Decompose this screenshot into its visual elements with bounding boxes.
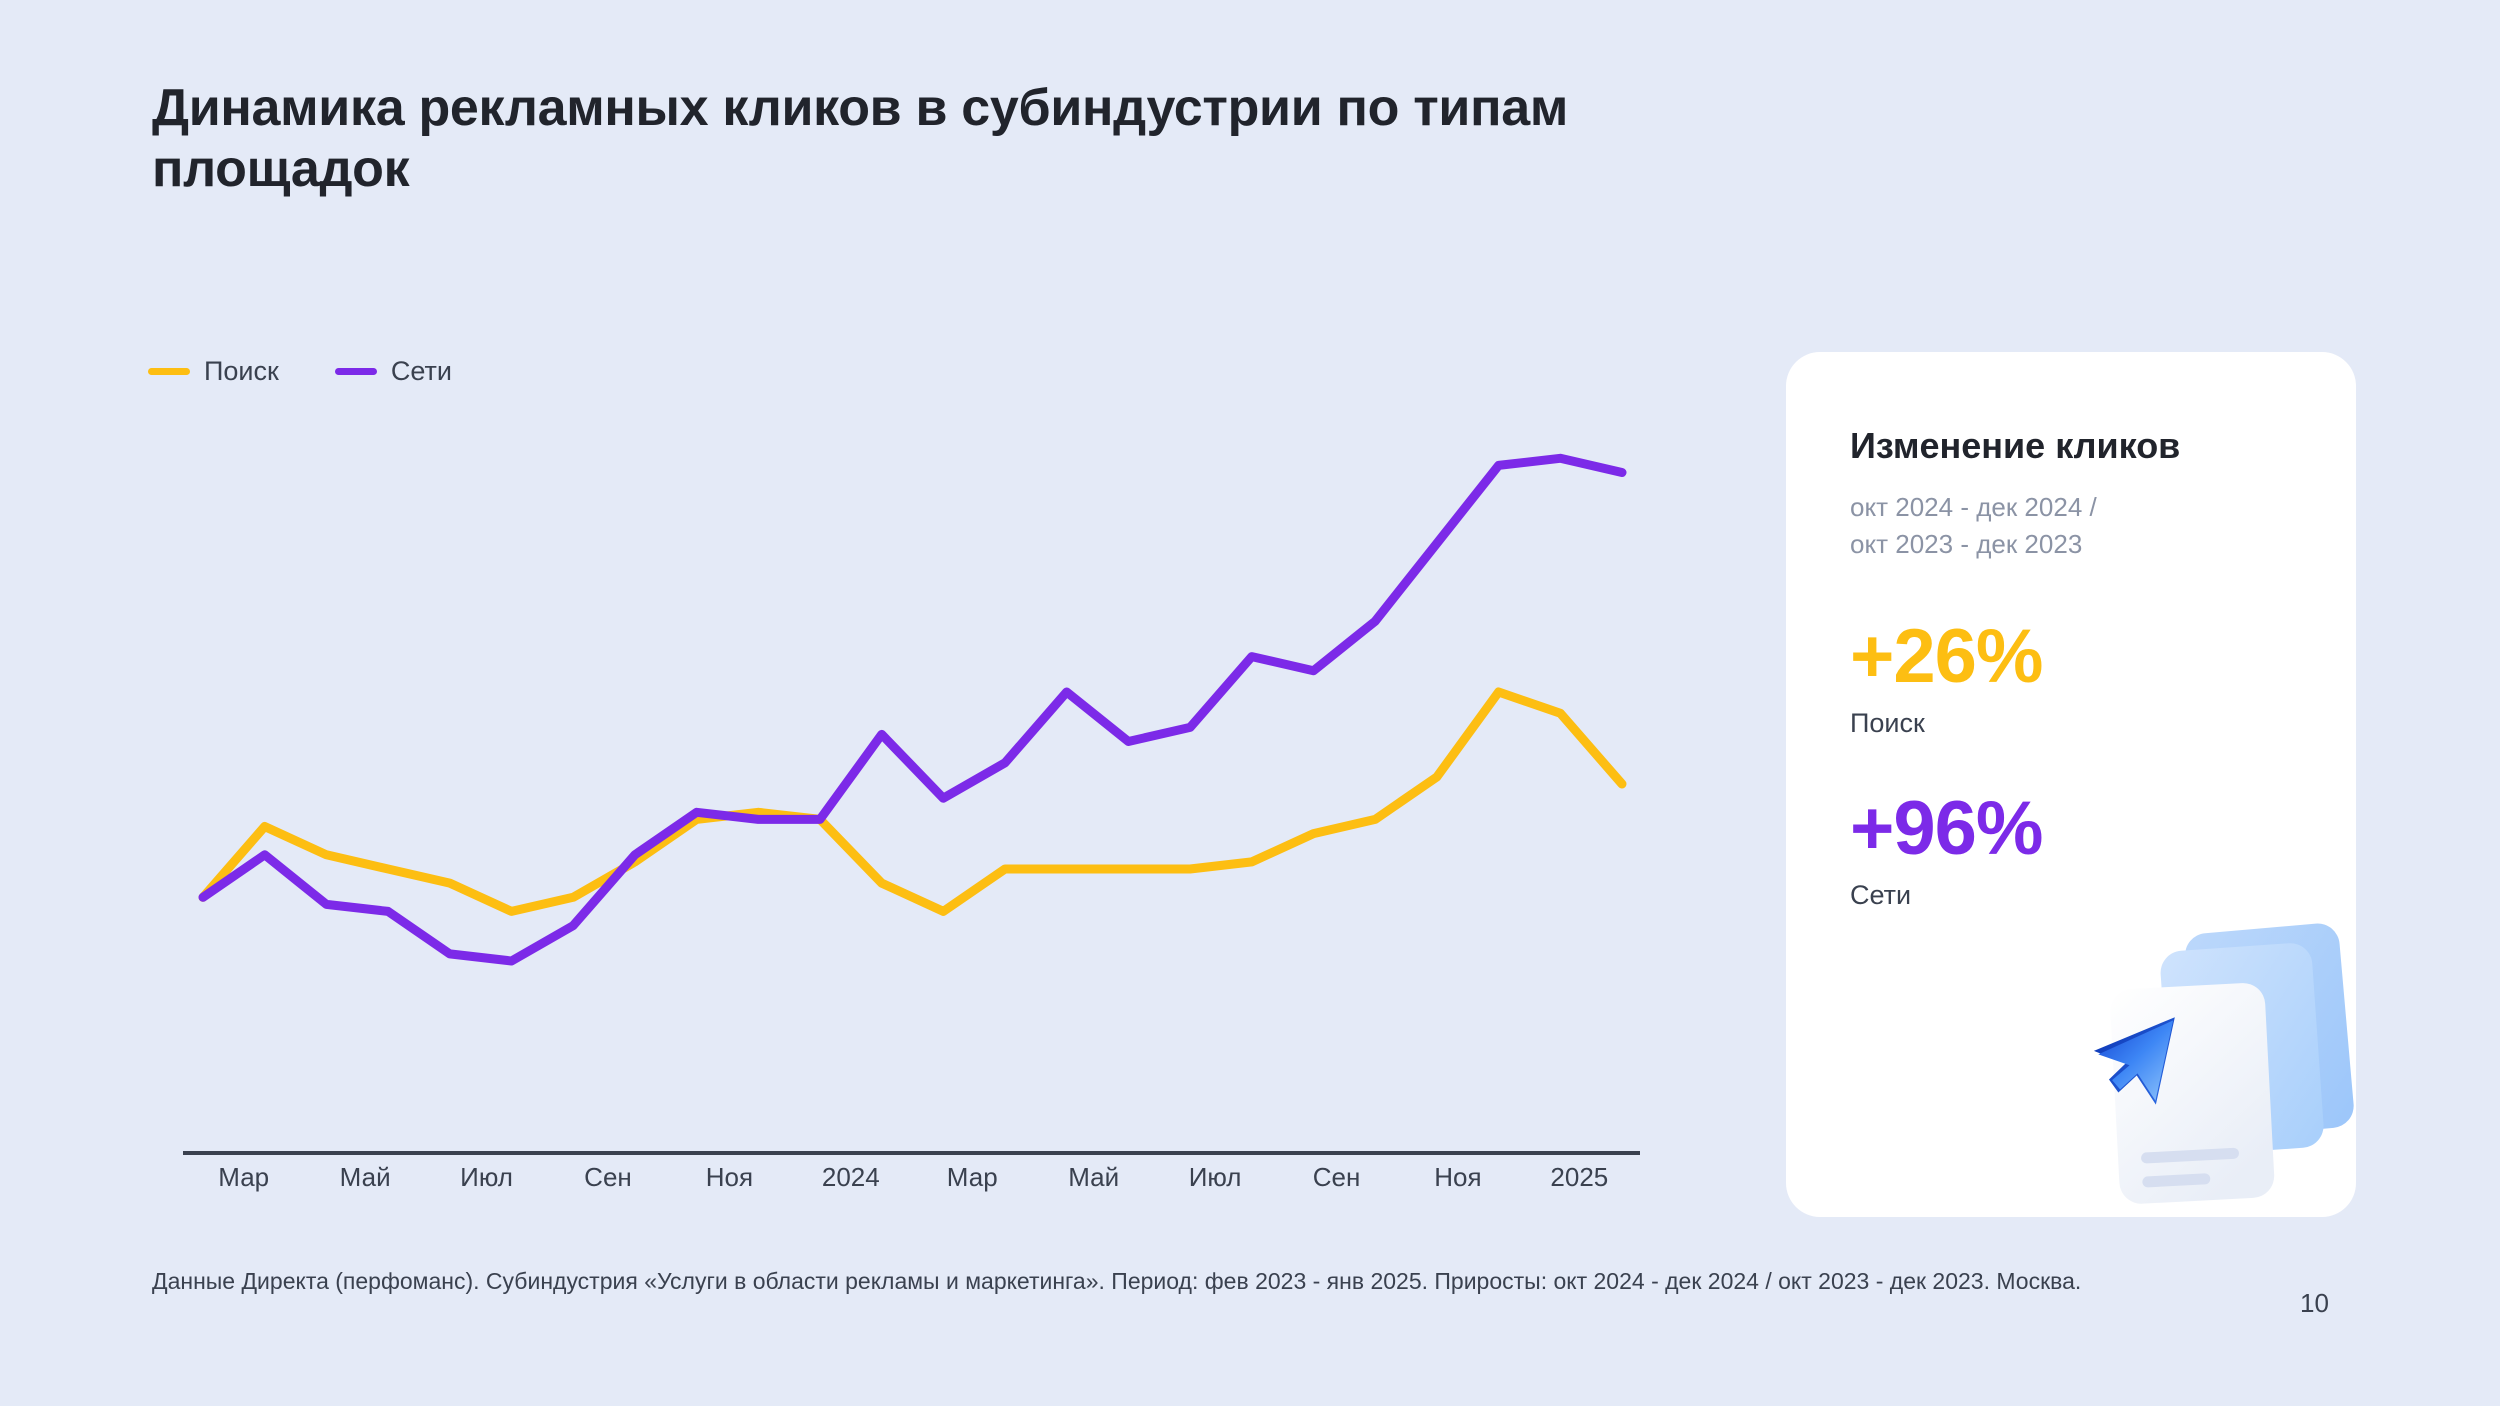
cursor-documents-illustration xyxy=(2093,923,2354,1204)
x-axis-tick: Мар xyxy=(946,1162,998,1192)
line-chart xyxy=(183,420,1640,1160)
page-number: 10 xyxy=(2300,1288,2329,1318)
x-axis-tick: Май xyxy=(1068,1162,1120,1192)
stat-block-seti: +96% Сети xyxy=(1850,791,2356,911)
card-period-range: окт 2024 - дек 2024 / окт 2023 - дек 202… xyxy=(1850,492,2097,560)
legend-item-label: Поиск xyxy=(204,356,279,386)
stats-card: Изменение кликов окт 2024 - дек 2024 / о… xyxy=(1786,352,2356,1217)
x-axis-tick: Мар xyxy=(218,1162,270,1192)
stat-caption-poisk: Поиск xyxy=(1850,708,1925,738)
stat-block-poisk: +26% Поиск xyxy=(1850,619,2356,739)
series-line-поиск xyxy=(198,687,1627,916)
x-axis-tick: Ноя xyxy=(705,1162,754,1192)
x-axis-tick: Июл xyxy=(1188,1162,1242,1192)
line-swatch-icon xyxy=(148,368,190,375)
x-axis-tick: Сен xyxy=(584,1162,632,1192)
series-line-сети xyxy=(198,453,1627,966)
legend-item-label: Сети xyxy=(390,356,452,386)
line-swatch-icon xyxy=(334,368,377,375)
chart-plot-svg xyxy=(183,453,1640,1155)
page-title: Динамика рекламных кликов в субиндустрии… xyxy=(152,79,1568,198)
footnote: Данные Директа (перфоманс). Субиндустрия… xyxy=(152,1268,2082,1294)
legend-item-poisk[interactable]: Поиск xyxy=(148,358,279,385)
x-axis-tick: Ноя xyxy=(1434,1162,1482,1192)
x-axis-tick: Май xyxy=(339,1162,391,1192)
x-axis-tick: Сен xyxy=(1312,1162,1361,1192)
card-title: Изменение кликов xyxy=(1850,425,2181,466)
stat-caption-seti: Сети xyxy=(1850,880,1912,911)
x-axis-tick-labels: Мар Май Июл Сен Ноя 2024 Мар Май Июл Сен Ноя 2025 xyxy=(183,1162,1640,1206)
legend-item-seti[interactable]: Сети xyxy=(334,356,452,386)
stat-value-poisk: +26% xyxy=(1850,614,2044,699)
chart-legend: Поиск Сети xyxy=(148,358,452,385)
x-axis-tick: 2025 xyxy=(1550,1162,1609,1192)
x-axis-tick: Июл xyxy=(460,1162,513,1192)
x-axis-tick: 2024 xyxy=(821,1162,880,1192)
stat-value-seti: +96% xyxy=(1850,786,2044,872)
